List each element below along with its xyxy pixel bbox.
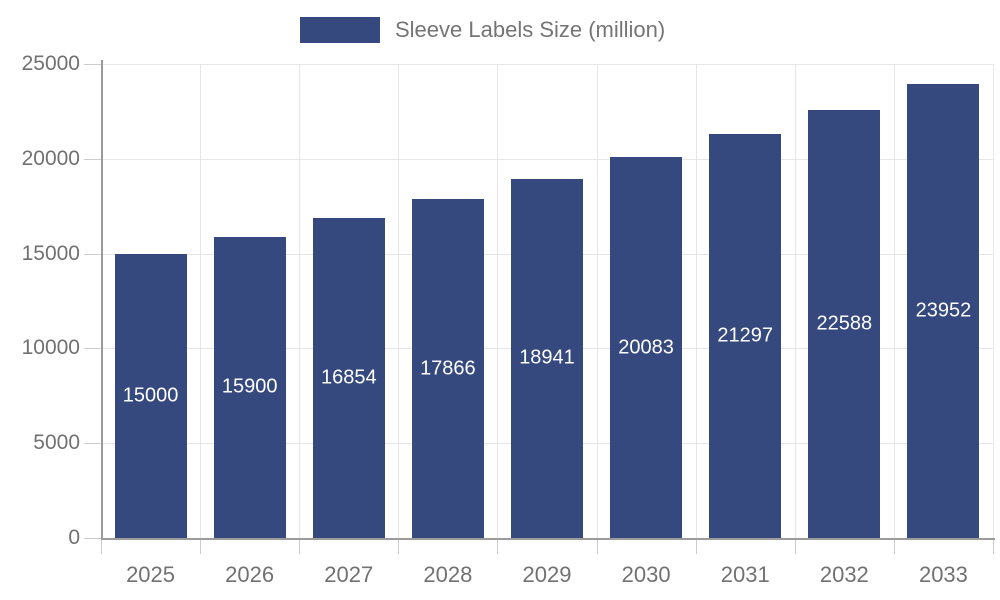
- y-axis-line: [101, 60, 103, 538]
- bar-value-label: 20083: [618, 336, 674, 359]
- x-tick-mark: [200, 540, 202, 554]
- x-tick-mark: [596, 540, 598, 554]
- y-tick-mark: [84, 158, 101, 160]
- bar-value-label: 17866: [420, 357, 476, 380]
- x-axis-tick-label: 2030: [621, 562, 671, 587]
- bar-2029[interactable]: [511, 178, 583, 538]
- y-gridline: [101, 158, 993, 160]
- legend-swatch[interactable]: [300, 17, 380, 43]
- x-tick-mark: [398, 540, 400, 554]
- x-axis-tick-label: 2026: [225, 562, 275, 587]
- bar-2031[interactable]: [709, 134, 782, 538]
- bar-2032[interactable]: [808, 109, 881, 538]
- bar-2030[interactable]: [610, 157, 683, 538]
- bar-value-label: 15000: [122, 384, 179, 407]
- x-axis-tick-label: 2029: [522, 562, 572, 587]
- x-tick-mark: [794, 540, 796, 554]
- x-gridline: [794, 64, 796, 538]
- y-axis-tick-label: 0: [68, 526, 80, 549]
- x-axis-tick-label: 2028: [423, 562, 473, 587]
- bar-value-label: 21297: [717, 324, 774, 347]
- x-gridline: [695, 64, 697, 538]
- x-tick-mark: [893, 540, 895, 554]
- y-axis-tick-label: 20000: [21, 146, 80, 170]
- x-axis-tick-label: 2031: [720, 562, 770, 587]
- x-tick-mark: [299, 540, 301, 554]
- y-axis-tick-label: 15000: [21, 241, 80, 265]
- bar-value-label: 23952: [915, 299, 972, 322]
- bar-value-label: 15900: [221, 375, 278, 398]
- bar-2026[interactable]: [213, 236, 286, 538]
- bar-2033[interactable]: [907, 83, 980, 538]
- y-tick-mark: [84, 348, 101, 350]
- y-gridline: [101, 64, 993, 65]
- y-tick-mark: [84, 64, 101, 65]
- x-gridline: [299, 64, 301, 538]
- y-axis-tick-label: 25000: [21, 52, 80, 75]
- x-axis-line: [101, 538, 995, 540]
- x-axis-tick-label: 2033: [918, 562, 968, 587]
- bar-2025[interactable]: [114, 253, 187, 538]
- bar-2028[interactable]: [411, 199, 484, 538]
- y-tick-mark: [84, 253, 101, 255]
- x-gridline: [893, 64, 895, 538]
- y-tick-mark: [84, 538, 101, 539]
- legend[interactable]: Sleeve Labels Size (million): [300, 17, 665, 43]
- x-axis-tick-label: 2027: [324, 562, 374, 587]
- y-tick-mark: [84, 443, 101, 445]
- bar-value-label: 16854: [320, 366, 377, 389]
- x-tick-mark: [101, 540, 102, 554]
- y-axis-tick-label: 5000: [33, 431, 80, 455]
- x-axis-tick-label: 2025: [126, 562, 176, 587]
- bar-2027[interactable]: [312, 218, 385, 538]
- bar-value-label: 18941: [519, 346, 575, 369]
- x-gridline: [200, 64, 202, 538]
- legend-label[interactable]: Sleeve Labels Size (million): [395, 17, 666, 42]
- y-axis-tick-label: 10000: [21, 336, 80, 360]
- x-gridline: [497, 64, 499, 538]
- x-tick-mark: [993, 540, 994, 554]
- x-tick-mark: [497, 540, 499, 554]
- x-axis-tick-label: 2032: [819, 562, 869, 587]
- x-gridline: [596, 64, 598, 538]
- x-tick-mark: [695, 540, 697, 554]
- x-gridline: [993, 64, 994, 538]
- bar-value-label: 22588: [816, 312, 873, 335]
- x-gridline: [398, 64, 400, 538]
